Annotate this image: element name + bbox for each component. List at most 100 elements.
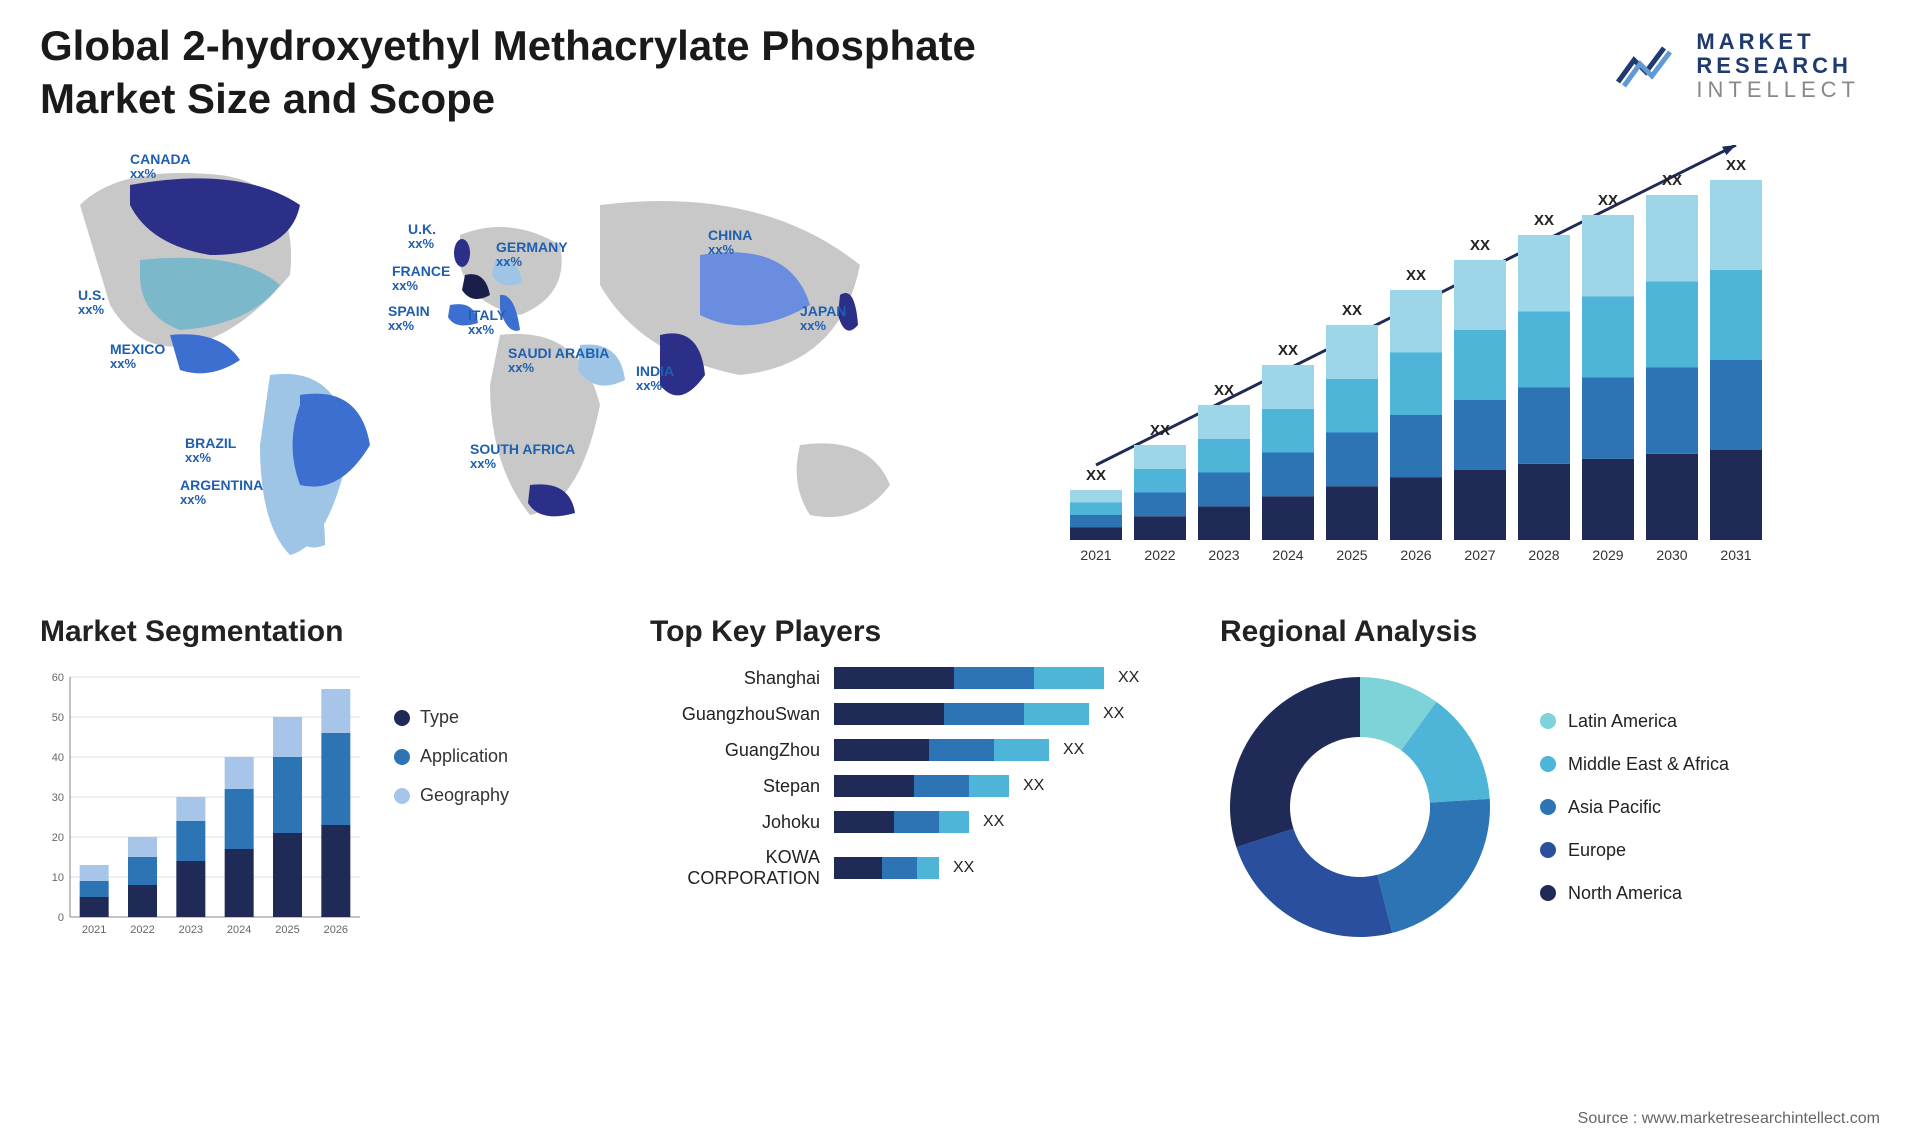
regional-legend: Latin America Middle East & Africa Asia Pa… bbox=[1540, 711, 1729, 904]
market-size-chart: XX 2021 XX 2022 XX 2023 XX 2024 XX 2025 XX 2026 XX 20… bbox=[1000, 145, 1880, 575]
logo-line1: MARKET bbox=[1696, 30, 1860, 54]
svg-text:XX: XX bbox=[1662, 172, 1682, 189]
map-label: ARGENTINAxx% bbox=[180, 477, 263, 508]
player-row: Stepan XX bbox=[650, 775, 1170, 797]
regional-title: Regional Analysis bbox=[1220, 615, 1820, 649]
map-svg bbox=[40, 145, 940, 575]
map-label: SOUTH AFRICAxx% bbox=[470, 441, 575, 472]
player-value: XX bbox=[1023, 777, 1044, 795]
legend-item: Asia Pacific bbox=[1540, 797, 1729, 818]
svg-text:10: 10 bbox=[52, 872, 64, 884]
svg-text:30: 30 bbox=[52, 792, 64, 804]
svg-text:2026: 2026 bbox=[324, 924, 348, 936]
svg-text:2022: 2022 bbox=[1144, 547, 1175, 563]
svg-text:2023: 2023 bbox=[1208, 547, 1239, 563]
player-value: XX bbox=[1103, 705, 1124, 723]
svg-text:60: 60 bbox=[52, 672, 64, 684]
svg-text:40: 40 bbox=[52, 752, 64, 764]
player-row: Shanghai XX bbox=[650, 667, 1170, 689]
svg-text:XX: XX bbox=[1214, 382, 1234, 399]
player-bar bbox=[834, 703, 1089, 725]
player-bar bbox=[834, 775, 1009, 797]
svg-text:2024: 2024 bbox=[227, 924, 251, 936]
player-label: Stepan bbox=[650, 776, 820, 797]
svg-text:2023: 2023 bbox=[179, 924, 203, 936]
svg-text:2025: 2025 bbox=[275, 924, 299, 936]
players-chart: ShanghaiXXGuangzhouSwanXXGuangZhouXXStep… bbox=[650, 667, 1170, 903]
svg-text:2025: 2025 bbox=[1336, 547, 1367, 563]
legend-item: North America bbox=[1540, 883, 1729, 904]
segmentation-legend: Type Application Geography bbox=[394, 707, 509, 967]
svg-text:2030: 2030 bbox=[1656, 547, 1687, 563]
player-row: Johoku XX bbox=[650, 811, 1170, 833]
map-label: FRANCExx% bbox=[392, 263, 450, 294]
player-label: GuangZhou bbox=[650, 740, 820, 761]
svg-text:2027: 2027 bbox=[1464, 547, 1495, 563]
legend-item: Application bbox=[394, 746, 509, 767]
player-bar bbox=[834, 811, 969, 833]
legend-item: Geography bbox=[394, 785, 509, 806]
logo-line3: INTELLECT bbox=[1696, 78, 1860, 102]
legend-item: Middle East & Africa bbox=[1540, 754, 1729, 775]
svg-text:XX: XX bbox=[1406, 267, 1426, 284]
player-row: KOWA CORPORATION XX bbox=[650, 847, 1170, 889]
player-value: XX bbox=[1063, 741, 1084, 759]
map-label: BRAZILxx% bbox=[185, 435, 236, 466]
player-label: Shanghai bbox=[650, 668, 820, 689]
map-label: CANADAxx% bbox=[130, 151, 191, 182]
legend-item: Type bbox=[394, 707, 509, 728]
segmentation-chart: 0 10 20 30 40 50 60 2021 2022 2023 2024 2025 2026 Ty… bbox=[40, 667, 550, 967]
svg-text:2029: 2029 bbox=[1592, 547, 1623, 563]
page-title: Global 2-hydroxyethyl Methacrylate Phosp… bbox=[40, 20, 990, 125]
svg-text:2021: 2021 bbox=[1080, 547, 1111, 563]
svg-text:XX: XX bbox=[1278, 342, 1298, 359]
svg-text:2028: 2028 bbox=[1528, 547, 1559, 563]
logo-line2: RESEARCH bbox=[1696, 54, 1860, 78]
segmentation-title: Market Segmentation bbox=[40, 615, 600, 649]
player-row: GuangZhou XX bbox=[650, 739, 1170, 761]
player-bar bbox=[834, 667, 1104, 689]
map-label: SPAINxx% bbox=[388, 303, 430, 334]
svg-text:XX: XX bbox=[1342, 302, 1362, 319]
regional-chart: Latin America Middle East & Africa Asia Pa… bbox=[1220, 667, 1780, 947]
legend-item: Europe bbox=[1540, 840, 1729, 861]
player-label: Johoku bbox=[650, 812, 820, 833]
svg-text:XX: XX bbox=[1470, 237, 1490, 254]
svg-text:XX: XX bbox=[1598, 192, 1618, 209]
source-label: Source : www.marketresearchintellect.com bbox=[1578, 1110, 1880, 1128]
svg-text:2031: 2031 bbox=[1720, 547, 1751, 563]
map-label: GERMANYxx% bbox=[496, 239, 568, 270]
map-label: U.K.xx% bbox=[408, 221, 436, 252]
svg-text:0: 0 bbox=[58, 912, 64, 924]
map-label: CHINAxx% bbox=[708, 227, 752, 258]
player-bar bbox=[834, 739, 1049, 761]
svg-text:20: 20 bbox=[52, 832, 64, 844]
svg-text:2026: 2026 bbox=[1400, 547, 1431, 563]
player-row: GuangzhouSwan XX bbox=[650, 703, 1170, 725]
map-label: U.S.xx% bbox=[78, 287, 105, 318]
svg-text:2024: 2024 bbox=[1272, 547, 1303, 563]
map-label: JAPANxx% bbox=[800, 303, 846, 334]
players-title: Top Key Players bbox=[650, 615, 1170, 649]
player-value: XX bbox=[953, 859, 974, 877]
svg-text:XX: XX bbox=[1150, 422, 1170, 439]
player-value: XX bbox=[983, 813, 1004, 831]
brand-logo: MARKET RESEARCH INTELLECT bbox=[1616, 30, 1860, 103]
map-label: MEXICOxx% bbox=[110, 341, 165, 372]
player-bar bbox=[834, 857, 939, 879]
svg-text:50: 50 bbox=[52, 712, 64, 724]
legend-item: Latin America bbox=[1540, 711, 1729, 732]
svg-text:XX: XX bbox=[1086, 467, 1106, 484]
svg-text:XX: XX bbox=[1726, 157, 1746, 174]
logo-icon bbox=[1616, 42, 1686, 90]
world-map: CANADAxx% U.S.xx%MEXICOxx% BRAZILxx% ARGENT… bbox=[40, 145, 940, 575]
player-label: KOWA CORPORATION bbox=[650, 847, 820, 889]
map-label: ITALYxx% bbox=[468, 307, 506, 338]
map-label: SAUDI ARABIAxx% bbox=[508, 345, 609, 376]
player-label: GuangzhouSwan bbox=[650, 704, 820, 725]
map-label: INDIAxx% bbox=[636, 363, 674, 394]
svg-text:2021: 2021 bbox=[82, 924, 106, 936]
svg-text:2022: 2022 bbox=[130, 924, 154, 936]
player-value: XX bbox=[1118, 669, 1139, 687]
svg-text:XX: XX bbox=[1534, 212, 1554, 229]
